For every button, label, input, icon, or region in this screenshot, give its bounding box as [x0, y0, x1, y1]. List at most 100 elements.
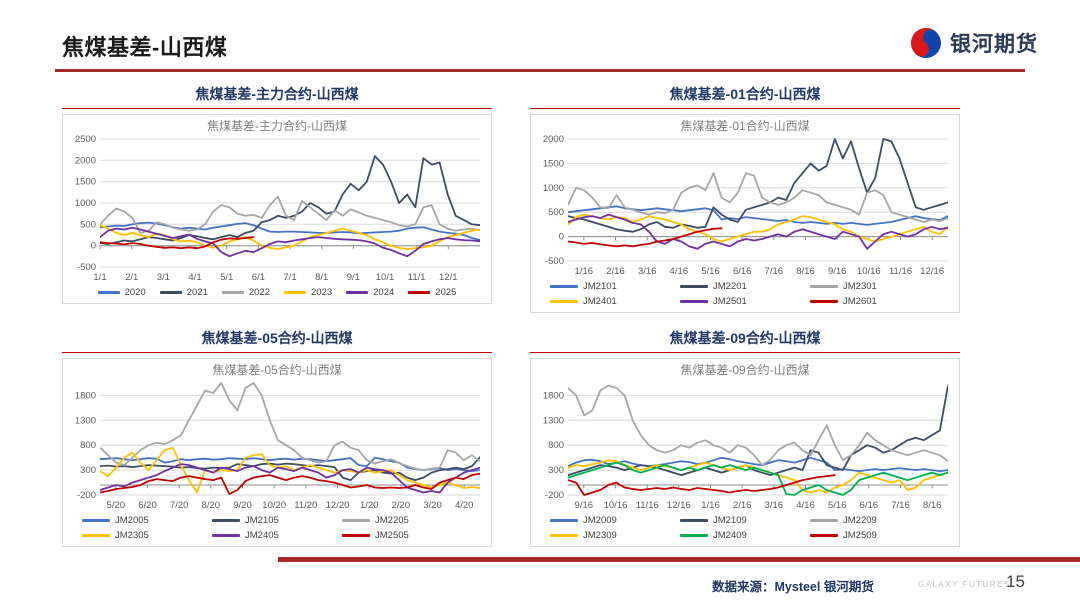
svg-text:300: 300 — [548, 465, 564, 476]
legend-swatch — [346, 291, 369, 294]
svg-text:1/1: 1/1 — [93, 272, 106, 283]
legend-swatch — [212, 519, 240, 522]
svg-text:6/1: 6/1 — [252, 272, 265, 283]
svg-text:11/16: 11/16 — [889, 266, 912, 277]
legend-item-JM2005: JM2005 — [82, 515, 212, 526]
legend-label: 2025 — [435, 287, 457, 298]
legend-label: 2021 — [186, 287, 208, 298]
legend-label: JM2105 — [245, 515, 279, 526]
series-line-JM2209 — [568, 384, 948, 466]
legend-item-JM2009: JM2009 — [550, 515, 680, 526]
series-line-JM2201 — [568, 138, 948, 233]
chart-grid: 焦煤基差-主力合约-山西煤 焦煤基差-主力合约-山西煤 2500 2000 1500… — [62, 84, 960, 547]
series-line-JM2601 — [568, 227, 723, 248]
svg-text:2000: 2000 — [75, 155, 96, 166]
svg-text:5/16: 5/16 — [828, 500, 847, 511]
legend-label: JM2401 — [583, 296, 617, 307]
chart-box: 焦煤基差-09合约-山西煤 1800 1300 800 300 -200 9/16 10/1… — [530, 358, 960, 547]
legend-label: 2020 — [124, 287, 146, 298]
series-line-JM2409 — [568, 461, 948, 496]
legend-swatch — [810, 285, 838, 288]
legend-swatch — [550, 534, 578, 537]
page-number: 15 — [1006, 572, 1025, 591]
svg-text:5/16: 5/16 — [701, 266, 720, 277]
svg-text:10/16: 10/16 — [604, 500, 628, 511]
chart-panel-01-contract: 焦煤基差-01合约-山西煤 焦煤基差-01合约-山西煤 2000 1500 1000… — [530, 84, 960, 313]
chart-title: 焦煤基差-05合约-山西煤 — [212, 363, 342, 377]
svg-text:4/16: 4/16 — [670, 266, 689, 277]
legend-label: JM2201 — [713, 281, 747, 292]
legend-swatch — [212, 534, 240, 537]
legend-item-2025: 2025 — [408, 287, 456, 298]
x-axis: 1/16 2/16 3/16 4/16 5/16 6/16 7/16 8/16 9/16 10/1… — [568, 236, 948, 277]
chart-legend: JM2009 JM2109 JM2209 JM2309 JM2409 JM2509 — [535, 515, 955, 541]
svg-text:11/1: 11/1 — [408, 272, 426, 283]
footer-accent-bar — [278, 557, 1080, 562]
svg-text:-200: -200 — [545, 490, 564, 501]
legend-item-JM2601: JM2601 — [810, 296, 940, 307]
svg-text:4/1: 4/1 — [188, 272, 201, 283]
panel-underline — [62, 108, 492, 109]
svg-text:6/16: 6/16 — [733, 266, 752, 277]
svg-text:11/20: 11/20 — [294, 500, 317, 511]
x-axis: 1/1 2/1 3/1 4/1 5/1 6/1 7/1 8/1 9/1 10/1 11/1 12/1 — [93, 245, 480, 283]
series-line-JM2205 — [100, 382, 480, 471]
series-lines — [568, 384, 948, 496]
legend-swatch — [97, 291, 120, 294]
svg-text:10/1: 10/1 — [376, 272, 395, 283]
legend-item-JM2205: JM2205 — [342, 515, 472, 526]
svg-text:4/20: 4/20 — [455, 500, 474, 511]
svg-text:1/16: 1/16 — [575, 266, 594, 277]
line-chart-09-contract: 1800 1300 800 300 -200 9/16 10/16 11/16 12/16 1/1… — [543, 384, 948, 511]
line-chart-05-contract: 1800 1300 800 300 -200 5/20 6/20 7/20 8/20 9/20 10… — [75, 382, 480, 511]
chart-panel-09-contract: 焦煤基差-09合约-山西煤 焦煤基差-09合约-山西煤 1800 1300 800 3… — [530, 328, 960, 547]
svg-text:-500: -500 — [77, 262, 96, 273]
svg-text:8/20: 8/20 — [202, 500, 221, 511]
svg-text:1800: 1800 — [75, 390, 96, 401]
gridlines-and-y-ticks: 2000 1500 1000 500 0 -500 — [543, 134, 948, 267]
svg-text:500: 500 — [80, 219, 96, 230]
series-line-JM2301 — [568, 172, 948, 223]
legend-item-2020: 2020 — [97, 287, 146, 298]
series-line-2021 — [100, 155, 480, 245]
brand-name-en: GALAXY FUTURES — [918, 580, 1011, 589]
svg-text:7/16: 7/16 — [891, 500, 910, 511]
brand-name: 银河期货 — [950, 33, 1038, 56]
legend-item-JM2309: JM2309 — [550, 530, 680, 541]
series-line-2020 — [100, 221, 480, 241]
legend-label: 2022 — [248, 287, 270, 298]
svg-text:11/16: 11/16 — [636, 500, 659, 511]
legend-swatch — [82, 519, 110, 522]
chart-title: 焦煤基差-主力合约-山西煤 — [207, 119, 347, 133]
svg-text:800: 800 — [80, 440, 96, 451]
svg-text:9/16: 9/16 — [575, 500, 594, 511]
legend-swatch — [680, 534, 708, 537]
legend-item-JM2209: JM2209 — [810, 515, 940, 526]
series-line-JM2105 — [100, 456, 480, 481]
legend-swatch — [550, 285, 578, 288]
legend-label: JM2101 — [583, 281, 617, 292]
legend-swatch — [82, 534, 110, 537]
gridlines-and-y-ticks: 1800 1300 800 300 -200 — [543, 390, 948, 501]
svg-text:6/16: 6/16 — [860, 500, 879, 511]
legend-swatch — [680, 300, 708, 303]
legend-item-JM2409: JM2409 — [680, 530, 810, 541]
legend-label: JM2209 — [843, 515, 877, 526]
svg-text:1500: 1500 — [75, 177, 96, 188]
legend-label: 2023 — [311, 287, 333, 298]
svg-text:10/20: 10/20 — [262, 500, 286, 511]
legend-item-JM2401: JM2401 — [550, 296, 680, 307]
title-underline — [55, 69, 1025, 72]
legend-item-JM2201: JM2201 — [680, 281, 810, 292]
legend-label: JM2005 — [115, 515, 149, 526]
svg-text:2/16: 2/16 — [733, 500, 752, 511]
svg-text:0: 0 — [91, 241, 96, 252]
legend-label: JM2509 — [843, 530, 877, 541]
svg-text:12/1: 12/1 — [439, 272, 458, 283]
svg-text:12/16: 12/16 — [667, 500, 691, 511]
line-chart-01-contract: 2000 1500 1000 500 0 -500 1/16 2/16 3/16 4/16 5/16… — [543, 134, 948, 277]
legend-item-JM2109: JM2109 — [680, 515, 810, 526]
svg-text:1800: 1800 — [543, 390, 564, 401]
legend-item-2023: 2023 — [284, 287, 332, 298]
